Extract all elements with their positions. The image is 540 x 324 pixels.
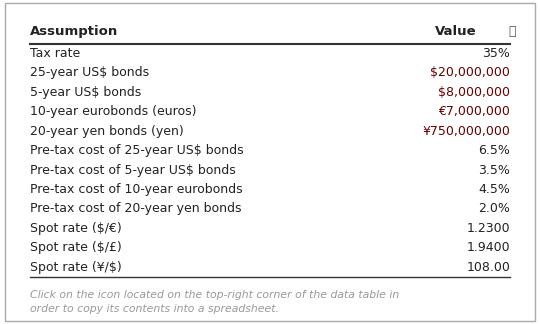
Text: 2.0%: 2.0% — [478, 202, 510, 215]
Text: 20-year yen bonds (yen): 20-year yen bonds (yen) — [30, 125, 184, 138]
Text: 4.5%: 4.5% — [478, 183, 510, 196]
Text: 6.5%: 6.5% — [478, 144, 510, 157]
Text: Pre-tax cost of 10-year eurobonds: Pre-tax cost of 10-year eurobonds — [30, 183, 242, 196]
Text: 5-year US$ bonds: 5-year US$ bonds — [30, 86, 141, 99]
Text: Assumption: Assumption — [30, 25, 118, 38]
Text: 3.5%: 3.5% — [478, 164, 510, 177]
Text: 10-year eurobonds (euros): 10-year eurobonds (euros) — [30, 105, 196, 118]
Text: Pre-tax cost of 25-year US$ bonds: Pre-tax cost of 25-year US$ bonds — [30, 144, 244, 157]
Text: Pre-tax cost of 20-year yen bonds: Pre-tax cost of 20-year yen bonds — [30, 202, 241, 215]
Text: Value: Value — [435, 25, 477, 38]
Text: Spot rate (¥/$): Spot rate (¥/$) — [30, 261, 122, 274]
Text: Pre-tax cost of 5-year US$ bonds: Pre-tax cost of 5-year US$ bonds — [30, 164, 235, 177]
FancyBboxPatch shape — [5, 3, 535, 321]
Text: $20,000,000: $20,000,000 — [430, 66, 510, 79]
Text: 1.2300: 1.2300 — [467, 222, 510, 235]
Text: 108.00: 108.00 — [467, 261, 510, 274]
Text: Spot rate ($/£): Spot rate ($/£) — [30, 241, 122, 254]
Text: Spot rate ($/€): Spot rate ($/€) — [30, 222, 122, 235]
Text: 1.9400: 1.9400 — [467, 241, 510, 254]
Text: Tax rate: Tax rate — [30, 47, 80, 60]
Text: Click on the icon located on the top-right corner of the data table in
order to : Click on the icon located on the top-rig… — [30, 290, 399, 314]
Text: ¥750,000,000: ¥750,000,000 — [422, 125, 510, 138]
Text: €7,000,000: €7,000,000 — [438, 105, 510, 118]
Text: 25-year US$ bonds: 25-year US$ bonds — [30, 66, 149, 79]
Text: $8,000,000: $8,000,000 — [438, 86, 510, 99]
Text: 35%: 35% — [482, 47, 510, 60]
Text: ⧉: ⧉ — [508, 25, 516, 38]
